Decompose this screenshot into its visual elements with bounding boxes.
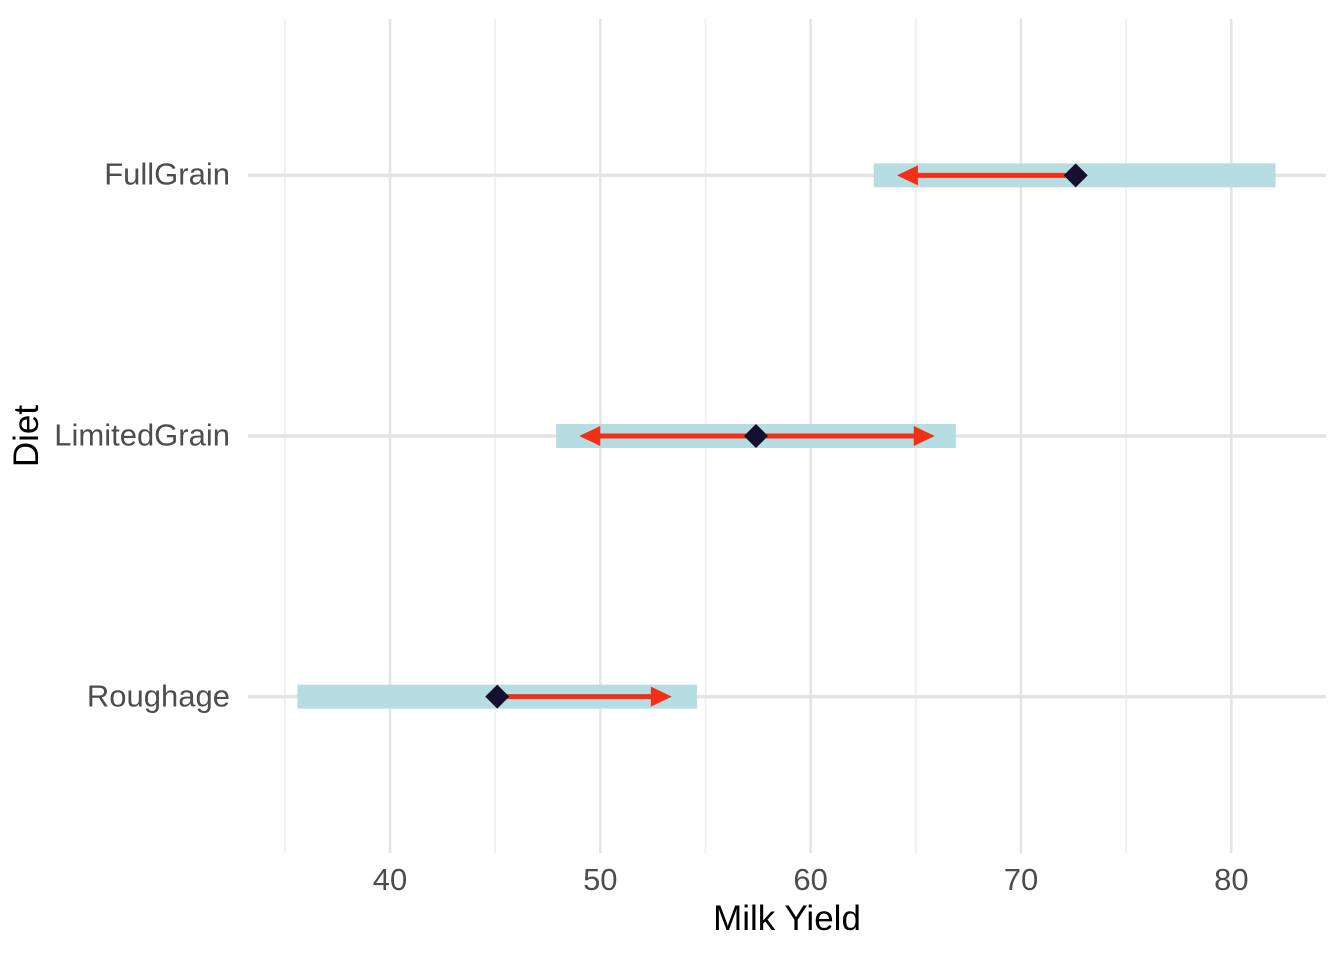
- y-axis-label-roughage: Roughage: [86, 677, 230, 713]
- x-tick-label-70: 70: [1003, 862, 1039, 897]
- y-axis-label-limitedgrain: LimitedGrain: [54, 417, 230, 453]
- x-axis-title: Milk Yield: [713, 899, 861, 938]
- x-tick-label-60: 60: [793, 862, 828, 897]
- comparison-arrow-head: [913, 426, 935, 446]
- comparison-arrow-head: [896, 165, 918, 186]
- y-axis-title: Diet: [7, 404, 46, 468]
- x-tick-label-40: 40: [372, 862, 408, 897]
- y-axis-label-fullgrain: FullGrain: [104, 156, 230, 192]
- x-tick-label-50: 50: [583, 862, 618, 897]
- x-tick-label-80: 80: [1214, 862, 1249, 897]
- comparison-arrow-head: [579, 426, 601, 446]
- comparison-arrow-head: [650, 686, 672, 707]
- estimate-diamond: [1063, 163, 1088, 188]
